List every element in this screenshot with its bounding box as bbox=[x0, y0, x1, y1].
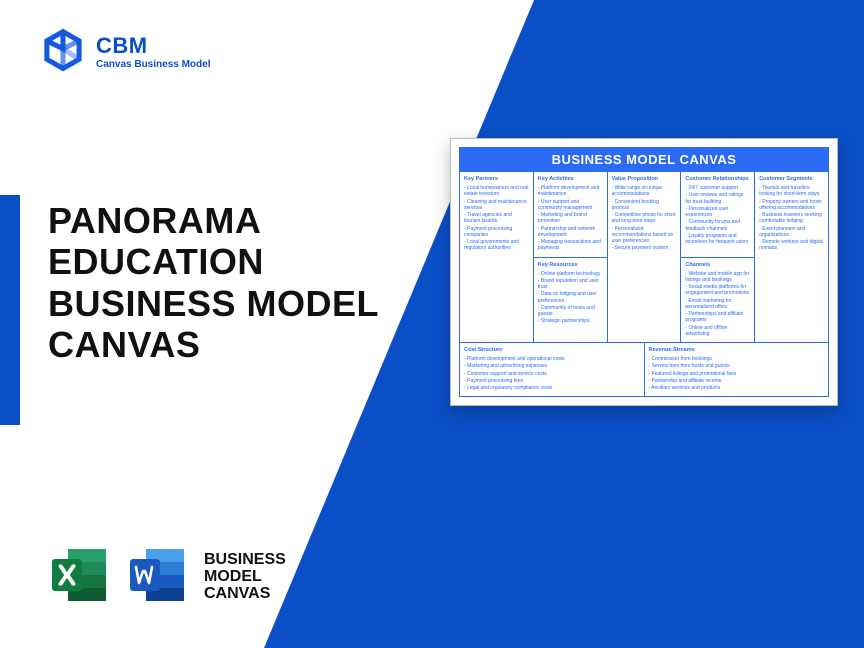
word-icon bbox=[126, 543, 190, 612]
footer-block: BUSINESS MODEL CANVAS bbox=[48, 543, 286, 612]
list-item: Brand reputation and user trust bbox=[538, 278, 603, 291]
list-item: Managing transactions and payments bbox=[538, 239, 603, 252]
list-item: Local governments and regulatory authori… bbox=[464, 239, 529, 252]
list-item: Local homeowners and real estate investo… bbox=[464, 185, 529, 198]
cell-key-resources: Key Resources Online platform technology… bbox=[534, 258, 608, 344]
footer-label: BUSINESS MODEL CANVAS bbox=[204, 552, 286, 602]
list-item: Platform development and operational cos… bbox=[464, 356, 640, 362]
cell-list: Website and mobile app for listings and … bbox=[685, 271, 750, 338]
list-item: Partnerships and affiliate programs bbox=[685, 311, 750, 324]
canvas-card: BUSINESS MODEL CANVAS Key Partners Local… bbox=[450, 138, 838, 406]
cell-cost-structure: Cost Structure Platform development and … bbox=[460, 343, 645, 397]
logo-subtitle: Canvas Business Model bbox=[96, 59, 210, 70]
footer-label-line: CANVAS bbox=[204, 586, 286, 603]
cell-heading: Value Proposition bbox=[612, 176, 677, 182]
list-item: Competitive prices for short and long-te… bbox=[612, 212, 677, 225]
cell-value-proposition: Value Proposition Wide range of unique a… bbox=[608, 172, 682, 343]
list-item: Featured listings and promotional fees bbox=[649, 371, 825, 377]
cell-heading: Channels bbox=[685, 262, 750, 268]
cell-list: Tourists and travelers looking for short… bbox=[759, 185, 824, 252]
list-item: Cleaning and maintenance services bbox=[464, 199, 529, 212]
list-item: Platform development and maintenance bbox=[538, 185, 603, 198]
list-item: Partnership and affiliate income bbox=[649, 378, 825, 384]
canvas-grid-bottom: Cost Structure Platform development and … bbox=[459, 343, 829, 397]
cell-heading: Key Resources bbox=[538, 262, 603, 268]
list-item: Personalized recommendations based on us… bbox=[612, 226, 677, 245]
cell-channels: Channels Website and mobile app for list… bbox=[681, 258, 755, 344]
list-item: Customer support and service costs bbox=[464, 371, 640, 377]
list-item: Personalized user experiences bbox=[685, 206, 750, 219]
list-item: Partnership and network development bbox=[538, 226, 603, 239]
cell-key-activities: Key Activities Platform development and … bbox=[534, 172, 608, 258]
list-item: Data on lodging and user preferences bbox=[538, 291, 603, 304]
canvas-grid-top: Key Partners Local homeowners and real e… bbox=[459, 172, 829, 343]
list-item: User reviews and ratings for trust-build… bbox=[685, 192, 750, 205]
logo-title: CBM bbox=[96, 33, 210, 59]
cell-customer-relationships: Customer Relationships 24/7 customer sup… bbox=[681, 172, 755, 258]
excel-icon bbox=[48, 543, 112, 612]
list-item: Website and mobile app for listings and … bbox=[685, 271, 750, 284]
list-item: 24/7 customer support bbox=[685, 185, 750, 191]
list-item: Property owners and hosts offering accom… bbox=[759, 199, 824, 212]
cell-list: Local homeowners and real estate investo… bbox=[464, 185, 529, 252]
cell-heading: Revenue Streams bbox=[649, 347, 825, 353]
list-item: Social media platforms for engagement an… bbox=[685, 284, 750, 297]
cell-key-partners: Key Partners Local homeowners and real e… bbox=[460, 172, 534, 343]
list-item: Remote workers and digital nomads bbox=[759, 239, 824, 252]
list-item: Event planners and organizations bbox=[759, 226, 824, 239]
list-item: Loyalty programs and incentives for freq… bbox=[685, 233, 750, 246]
list-item: Legal and regulatory compliance costs bbox=[464, 385, 640, 391]
list-item: Marketing and advertising expenses bbox=[464, 363, 640, 369]
cell-heading: Cost Structure bbox=[464, 347, 640, 353]
title-line: PANORAMA bbox=[48, 200, 428, 241]
list-item: Secure payment system bbox=[612, 245, 677, 251]
list-item: Commission from bookings bbox=[649, 356, 825, 362]
cell-revenue-streams: Revenue Streams Commission from bookings… bbox=[645, 343, 830, 397]
list-item: Marketing and brand promotion bbox=[538, 212, 603, 225]
cell-list: Platform development and maintenanceUser… bbox=[538, 185, 603, 252]
list-item: Tourists and travelers looking for short… bbox=[759, 185, 824, 198]
list-item: Community forums and feedback channels bbox=[685, 219, 750, 232]
cell-heading: Key Partners bbox=[464, 176, 529, 182]
list-item: Business travelers seeking comfortable l… bbox=[759, 212, 824, 225]
list-item: Community of hosts and guests bbox=[538, 305, 603, 318]
cell-list: Commission from bookingsService fees fro… bbox=[649, 356, 825, 391]
list-item: Travel agencies and tourism boards bbox=[464, 212, 529, 225]
list-item: Online and offline advertising bbox=[685, 325, 750, 338]
list-item: Ancillary services and products bbox=[649, 385, 825, 391]
list-item: Convenient booking process bbox=[612, 199, 677, 212]
logo-block: CBM Canvas Business Model bbox=[40, 28, 210, 74]
list-item: Service fees from hosts and guests bbox=[649, 363, 825, 369]
cell-list: Wide range of unique accommodationsConve… bbox=[612, 185, 677, 252]
title-line: CANVAS bbox=[48, 324, 428, 365]
list-item: Payment processing fees bbox=[464, 378, 640, 384]
accent-bar bbox=[0, 195, 20, 425]
title-line: EDUCATION bbox=[48, 241, 428, 282]
cell-heading: Customer Relationships bbox=[685, 176, 750, 182]
cell-list: 24/7 customer supportUser reviews and ra… bbox=[685, 185, 750, 245]
cell-list: Online platform technologyBrand reputati… bbox=[538, 271, 603, 325]
cell-heading: Customer Segments bbox=[759, 176, 824, 182]
title-line: BUSINESS MODEL bbox=[48, 283, 428, 324]
cell-customer-segments: Customer Segments Tourists and travelers… bbox=[755, 172, 829, 343]
list-item: User support and community management bbox=[538, 199, 603, 212]
list-item: Wide range of unique accommodations bbox=[612, 185, 677, 198]
list-item: Email marketing for personalized offers bbox=[685, 298, 750, 311]
cell-list: Platform development and operational cos… bbox=[464, 356, 640, 391]
page-title: PANORAMA EDUCATION BUSINESS MODEL CANVAS bbox=[48, 200, 428, 366]
footer-label-line: MODEL bbox=[204, 569, 286, 586]
canvas-title: BUSINESS MODEL CANVAS bbox=[459, 147, 829, 172]
list-item: Payment processing companies bbox=[464, 226, 529, 239]
logo-icon bbox=[40, 28, 86, 74]
footer-label-line: BUSINESS bbox=[204, 552, 286, 569]
list-item: Online platform technology bbox=[538, 271, 603, 277]
list-item: Strategic partnerships bbox=[538, 318, 603, 324]
cell-heading: Key Activities bbox=[538, 176, 603, 182]
